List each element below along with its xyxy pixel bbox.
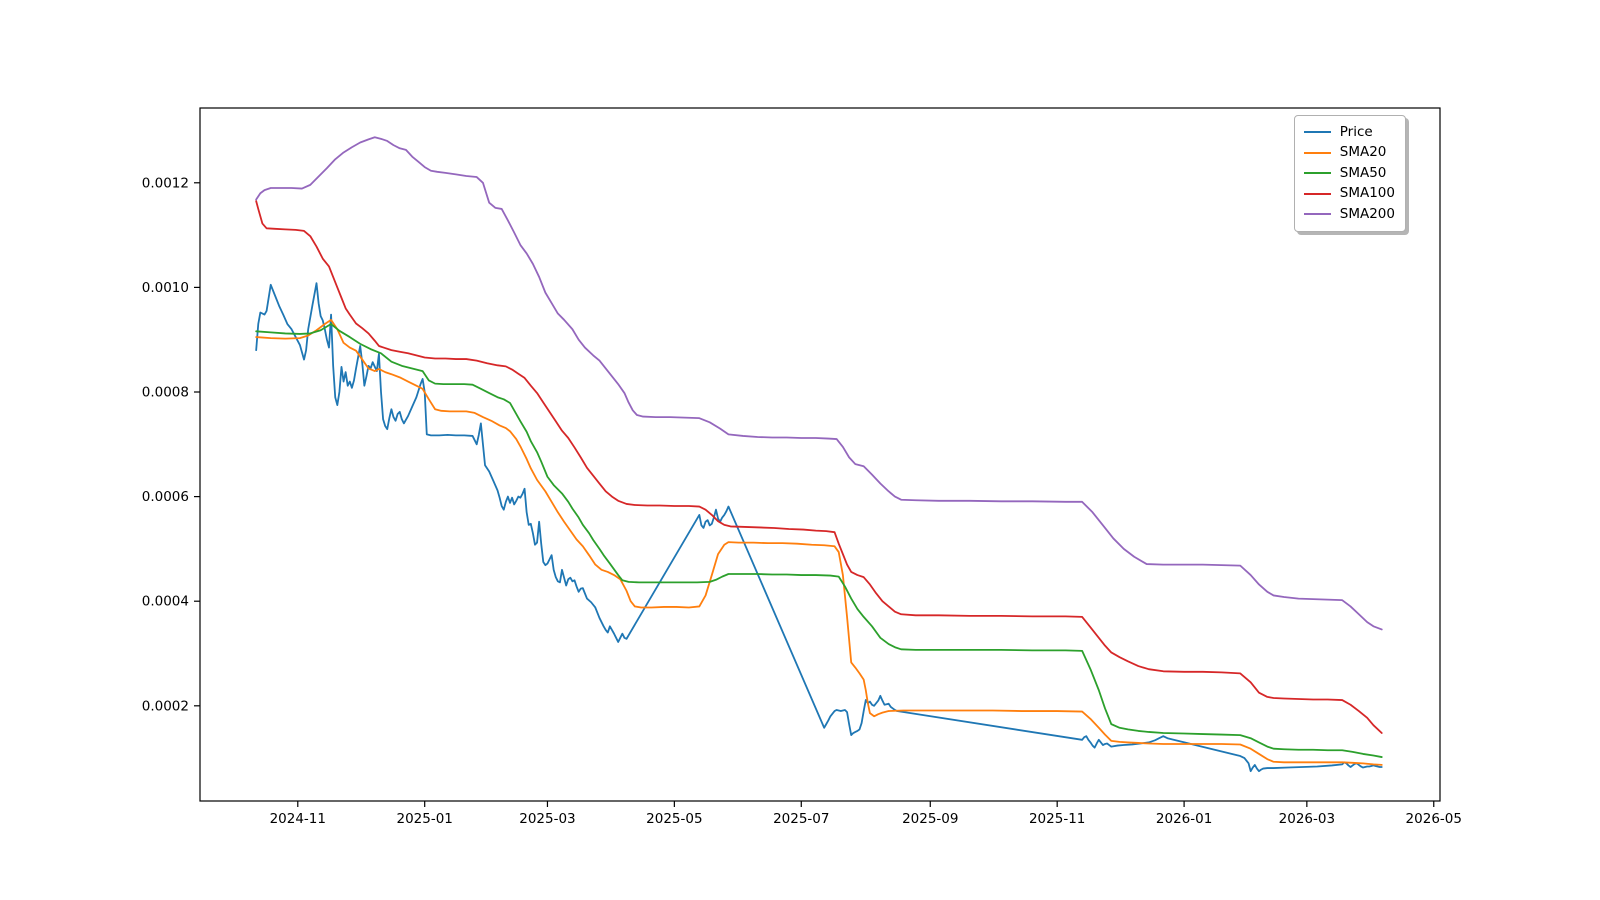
- legend-line-swatch-sma20: [1303, 151, 1331, 154]
- x-tick-label-9: 2026-05: [1406, 811, 1462, 827]
- legend-label-sma200: SMA200: [1339, 205, 1395, 222]
- legend-label-price: Price: [1339, 123, 1373, 140]
- legend-label-sma20: SMA20: [1339, 144, 1387, 160]
- legend-entry-price: Price: [1303, 122, 1395, 143]
- y-tick-label-1: 0.0004: [142, 594, 189, 610]
- series-line-sma20: [255, 318, 1383, 766]
- legend-entry-sma20: SMA20: [1303, 143, 1395, 164]
- y-tick-label-4: 0.0010: [142, 280, 189, 296]
- x-tick-label-7: 2026-01: [1156, 811, 1212, 827]
- y-tick-label-5: 0.0012: [142, 175, 189, 191]
- series-line-sma50: [255, 323, 1383, 758]
- x-tick-label-8: 2026-03: [1279, 811, 1335, 827]
- legend-line-swatch-price: [1303, 131, 1331, 134]
- y-tick-label-3: 0.0008: [142, 384, 189, 400]
- x-tick-label-2: 2025-03: [519, 811, 575, 827]
- legend-line-swatch-sma200: [1303, 213, 1331, 216]
- legend-label-sma100: SMA100: [1339, 185, 1395, 201]
- plot-area: [199, 107, 1441, 802]
- x-tick-label-3: 2025-05: [646, 811, 702, 827]
- x-tick-label-4: 2025-07: [773, 811, 829, 827]
- legend-label-sma50: SMA50: [1339, 164, 1387, 181]
- legend-entry-sma200: SMA200: [1303, 204, 1395, 225]
- legend-entry-sma100: SMA100: [1303, 184, 1395, 205]
- x-tick-label-6: 2025-11: [1029, 811, 1085, 827]
- series-line-sma200: [255, 136, 1383, 631]
- legend: Price SMA20 SMA50 SMA100 SMA200: [1293, 115, 1406, 232]
- legend-line-swatch-sma50: [1303, 172, 1331, 175]
- series-line-sma100: [255, 200, 1383, 734]
- y-tick-label-2: 0.0006: [142, 489, 189, 505]
- x-tick-label-1: 2025-01: [396, 811, 452, 827]
- x-tick-label-5: 2025-09: [902, 811, 958, 827]
- y-tick-label-0: 0.0002: [142, 698, 189, 714]
- legend-entry-sma50: SMA50: [1303, 163, 1395, 184]
- legend-line-swatch-sma100: [1303, 192, 1331, 195]
- x-tick-label-0: 2024-11: [270, 811, 326, 827]
